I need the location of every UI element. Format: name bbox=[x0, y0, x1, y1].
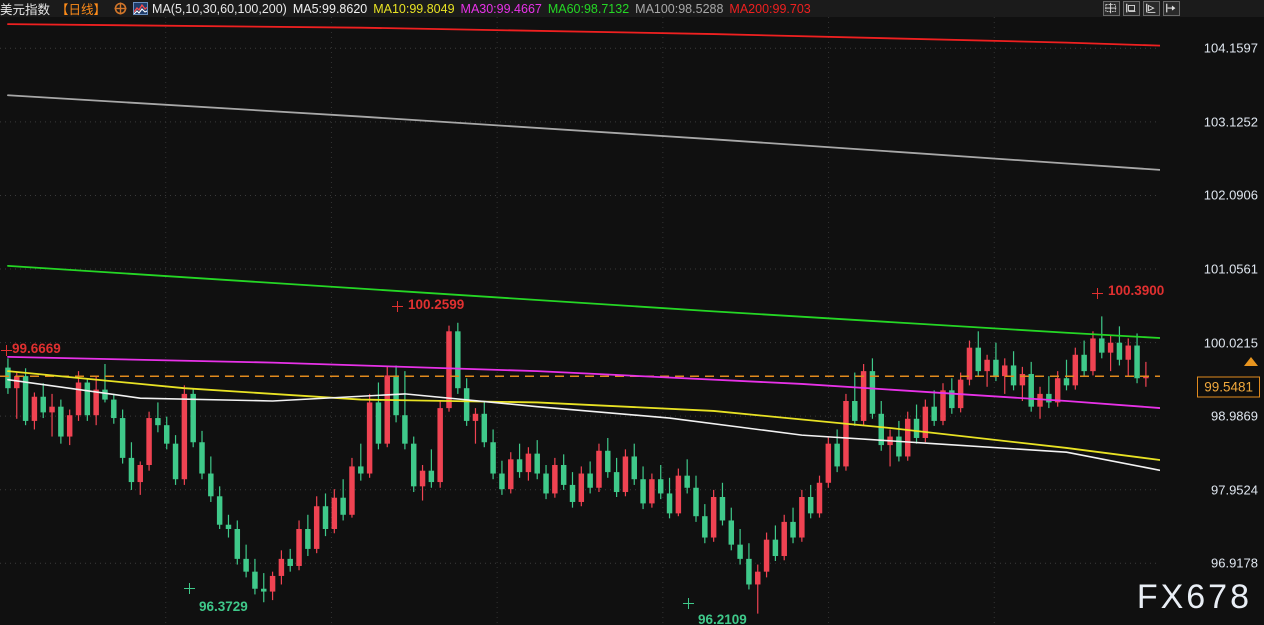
chart-header: 美元指数 【日线】 MA(5,10,30,60,100,200) MA5:99.… bbox=[0, 0, 1264, 17]
ma200-line bbox=[7, 23, 1160, 47]
mini-chart-icon[interactable] bbox=[133, 2, 149, 15]
ma10-readout: MA10:99.8049 bbox=[373, 1, 455, 16]
align-right-icon[interactable] bbox=[1143, 1, 1160, 16]
target-icon[interactable] bbox=[114, 2, 127, 15]
current-price-tag[interactable]: 99.5481 bbox=[1197, 376, 1260, 398]
chart-toolbar bbox=[1103, 1, 1180, 16]
align-left-icon[interactable] bbox=[1123, 1, 1140, 16]
y-axis-label: 100.0215 bbox=[1203, 335, 1258, 351]
ma100-readout: MA100:98.5288 bbox=[635, 1, 724, 16]
y-axis-label: 97.9524 bbox=[1211, 482, 1258, 498]
y-axis-label: 98.9869 bbox=[1211, 408, 1258, 424]
ma60-readout: MA60:98.7132 bbox=[547, 1, 630, 16]
y-axis-label: 104.1597 bbox=[1203, 40, 1258, 56]
price-marker-arrow bbox=[1244, 357, 1258, 367]
ma10-line bbox=[7, 370, 1160, 461]
instrument-name: 美元指数 bbox=[0, 3, 51, 17]
price-axis[interactable]: 104.1597 103.1252 102.0906 101.0561 100.0215… bbox=[1160, 17, 1264, 625]
gridlines bbox=[0, 17, 1160, 625]
jump-right-icon[interactable] bbox=[1163, 1, 1180, 16]
y-axis-label: 102.0906 bbox=[1203, 187, 1258, 203]
ma100-line bbox=[7, 94, 1160, 171]
y-axis-label: 101.0561 bbox=[1203, 261, 1258, 277]
period-label: 【日线】 bbox=[56, 3, 107, 17]
ma200-readout: MA200:99.703 bbox=[729, 1, 811, 16]
crosshair-icon[interactable] bbox=[1103, 1, 1120, 16]
y-axis-label: 96.9178 bbox=[1211, 555, 1258, 571]
candles bbox=[5, 316, 1149, 614]
watermark-fx678: FX678 bbox=[1136, 578, 1252, 616]
candlestick-canvas bbox=[0, 17, 1160, 625]
ma30-readout: MA30:99.4667 bbox=[460, 1, 542, 16]
ma-definition: MA(5,10,30,60,100,200) bbox=[152, 1, 287, 16]
y-axis-label: 103.1252 bbox=[1203, 114, 1258, 130]
chart-plot-area[interactable] bbox=[0, 17, 1160, 625]
ma5-readout: MA5:99.8620 bbox=[292, 1, 368, 16]
